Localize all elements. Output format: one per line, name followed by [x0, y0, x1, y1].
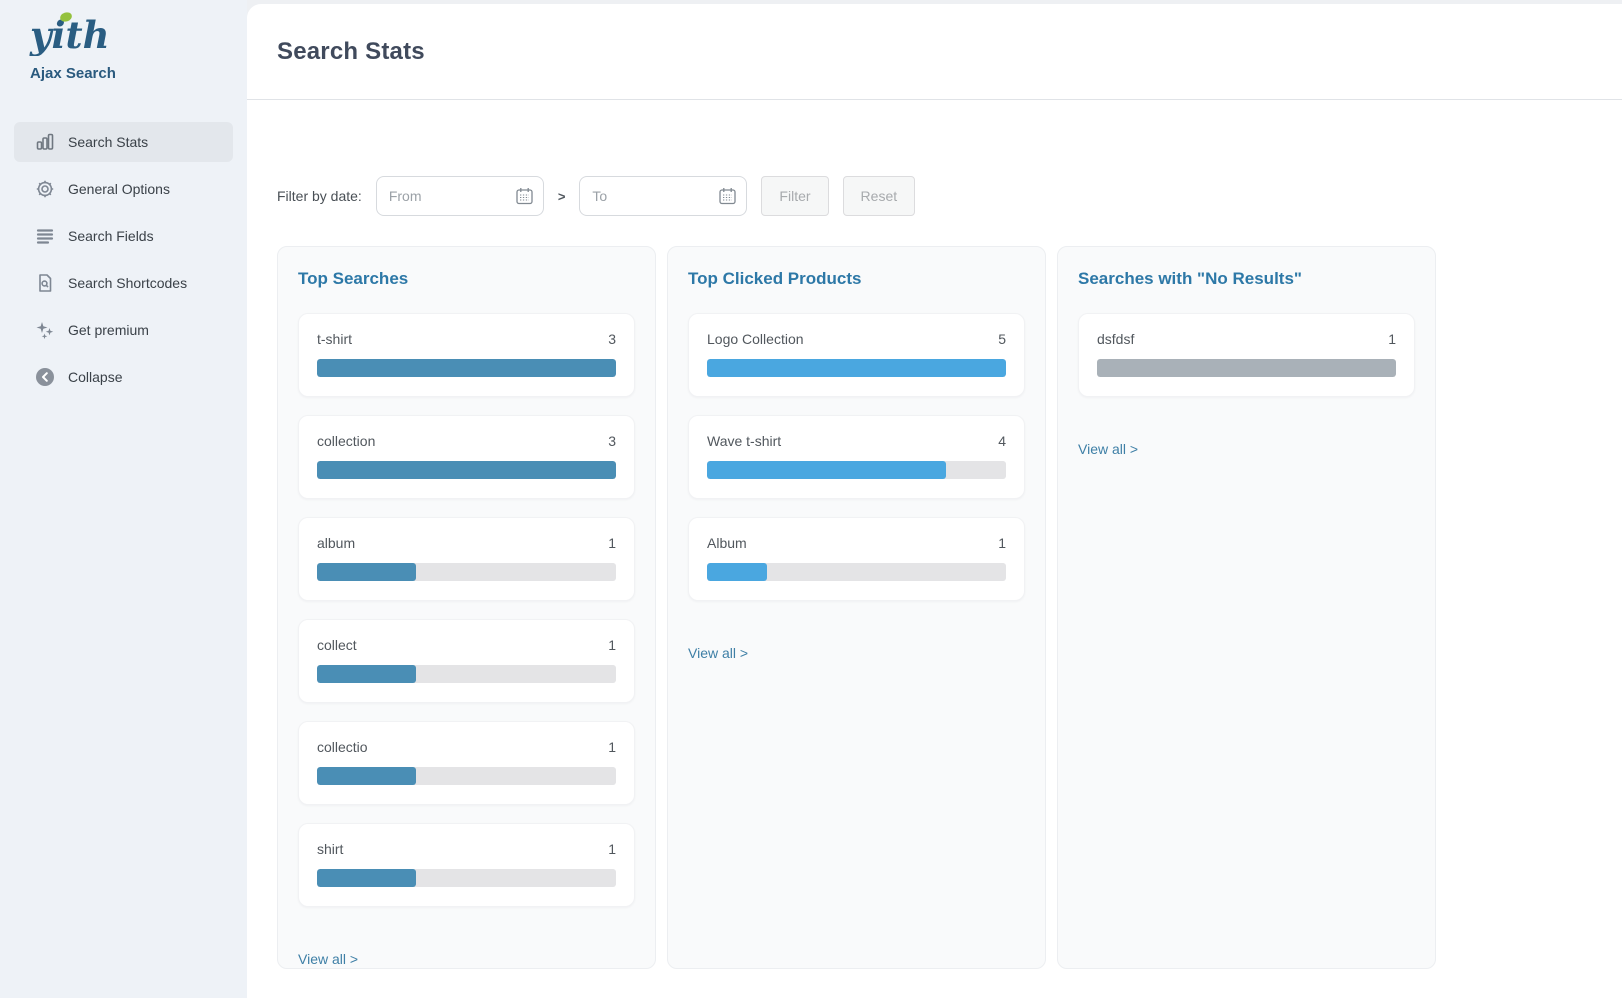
view-all-link[interactable]: View all > [1078, 441, 1139, 457]
filter-by-date-label: Filter by date: [277, 188, 362, 204]
sidebar-item-label: Collapse [68, 369, 123, 385]
stat-bar-fill [317, 665, 416, 683]
yith-logo-leaf [60, 12, 72, 22]
sidebar-item-label: Search Stats [68, 134, 149, 150]
stat-count: 1 [608, 535, 616, 551]
stat-bar-fill [707, 461, 947, 479]
stat-label: Album [707, 535, 747, 551]
yith-logo: yith [28, 8, 247, 61]
stat-count: 1 [998, 535, 1006, 551]
page-header: Search Stats [247, 4, 1622, 100]
stat-row: collectio 1 [298, 721, 635, 805]
to-date-wrap [579, 176, 748, 216]
card-title: Searches with "No Results" [1078, 269, 1302, 288]
stat-row: t-shirt 3 [298, 313, 635, 397]
arrow-left-circle-icon [35, 367, 55, 387]
sidebar-item-label: Get premium [68, 322, 149, 338]
stat-bar-track [707, 461, 1006, 479]
from-date-input[interactable] [375, 176, 544, 216]
stats-cards-row: Top Searches t-shirt 3 collection [277, 246, 1622, 969]
stat-bar-track [317, 461, 616, 479]
card-title: Top Searches [298, 269, 409, 288]
sidebar-item-search-stats[interactable]: Search Stats [14, 122, 233, 162]
view-all-link[interactable]: View all > [688, 645, 749, 661]
stat-count: 3 [608, 331, 616, 347]
from-date-wrap [375, 176, 544, 216]
stat-row: Logo Collection 5 [688, 313, 1025, 397]
stat-bar-fill [317, 869, 416, 887]
stat-bar-track [317, 767, 616, 785]
stat-row: collect 1 [298, 619, 635, 703]
stat-bar-fill [317, 359, 616, 377]
stat-label: album [317, 535, 356, 551]
list-lines-icon [35, 226, 55, 246]
stat-row: collection 3 [298, 415, 635, 499]
plugin-panel: Search Stats Filter by date: > [247, 4, 1622, 998]
stat-label: Logo Collection [707, 331, 804, 347]
sidebar-item-label: General Options [68, 181, 170, 197]
stat-bar-fill [707, 359, 1006, 377]
top-searches-card: Top Searches t-shirt 3 collection [277, 246, 656, 969]
sidebar-item-search-shortcodes[interactable]: Search Shortcodes [14, 263, 233, 303]
stat-label: dsfdsf [1097, 331, 1135, 347]
sidebar-item-search-fields[interactable]: Search Fields [14, 216, 233, 256]
stat-bar-fill [317, 563, 416, 581]
stat-row: shirt 1 [298, 823, 635, 907]
stat-label: collectio [317, 739, 368, 755]
stat-bar-track [317, 359, 616, 377]
bar-chart-icon [35, 132, 55, 152]
stat-bar-track [1097, 359, 1396, 377]
no-results-searches-card: Searches with "No Results" dsfdsf 1 View… [1057, 246, 1436, 969]
sidebar-item-label: Search Fields [68, 228, 154, 244]
top-clicked-products-card: Top Clicked Products Logo Collection 5 W… [667, 246, 1046, 969]
calendar-icon[interactable] [718, 187, 737, 206]
stat-row: album 1 [298, 517, 635, 601]
card-title: Top Clicked Products [688, 269, 862, 288]
sidebar-item-get-premium[interactable]: Get premium [14, 310, 233, 350]
gear-icon [35, 179, 55, 199]
stat-label: t-shirt [317, 331, 352, 347]
stat-count: 1 [608, 637, 616, 653]
page-title: Search Stats [277, 37, 425, 65]
stat-bar-track [317, 665, 616, 683]
view-all-link[interactable]: View all > [298, 951, 359, 967]
stat-label: Wave t-shirt [707, 433, 782, 449]
stat-bar-fill [1097, 359, 1396, 377]
stat-count: 1 [608, 739, 616, 755]
sidebar: yith Ajax Search Search Stats [0, 0, 247, 998]
stat-bar-fill [317, 767, 416, 785]
stat-row: dsfdsf 1 [1078, 313, 1415, 397]
stat-label: collection [317, 433, 376, 449]
stat-bar-fill [707, 563, 767, 581]
date-range-separator: > [557, 188, 566, 204]
stat-bar-track [707, 359, 1006, 377]
stat-bar-track [317, 869, 616, 887]
to-date-input[interactable] [579, 176, 748, 216]
date-filter-row: Filter by date: > [277, 176, 1622, 216]
stat-bar-track [317, 563, 616, 581]
calendar-icon[interactable] [515, 187, 534, 206]
stat-label: collect [317, 637, 357, 653]
sidebar-item-label: Search Shortcodes [68, 275, 188, 291]
stat-row: Album 1 [688, 517, 1025, 601]
stat-label: shirt [317, 841, 344, 857]
stat-row: Wave t-shirt 4 [688, 415, 1025, 499]
stat-bar-track [707, 563, 1006, 581]
document-search-icon [35, 273, 55, 293]
sidebar-item-general-options[interactable]: General Options [14, 169, 233, 209]
main-area: Search Stats Filter by date: > [247, 0, 1622, 998]
reset-button[interactable]: Reset [842, 176, 916, 216]
sidebar-menu: Search Stats General Options [0, 122, 247, 397]
filter-button[interactable]: Filter [761, 176, 829, 216]
sparkles-icon [35, 320, 55, 340]
stat-count: 1 [608, 841, 616, 857]
stat-count: 1 [1388, 331, 1396, 347]
plugin-name: Ajax Search [30, 65, 116, 82]
stat-count: 3 [608, 433, 616, 449]
stat-count: 4 [998, 433, 1006, 449]
stat-count: 5 [998, 331, 1006, 347]
stat-bar-fill [317, 461, 616, 479]
sidebar-item-collapse[interactable]: Collapse [14, 357, 233, 397]
